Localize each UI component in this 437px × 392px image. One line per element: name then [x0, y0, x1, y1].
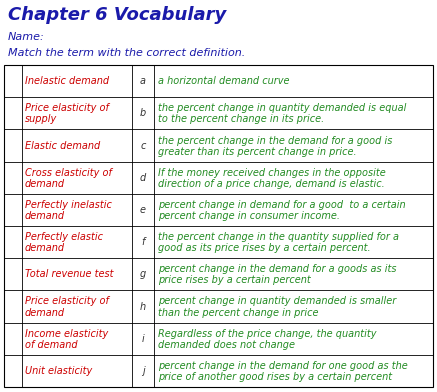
Text: percent change in the demand for a goods as its: percent change in the demand for a goods…: [158, 264, 396, 274]
Text: i: i: [142, 334, 144, 344]
Bar: [4, 65, 433, 387]
Text: percent change in the demand for one good as the: percent change in the demand for one goo…: [158, 361, 408, 371]
Text: demanded does not change: demanded does not change: [158, 340, 295, 350]
Text: Elastic demand: Elastic demand: [25, 140, 100, 151]
Text: a: a: [140, 76, 146, 86]
Text: Match the term with the correct definition.: Match the term with the correct definiti…: [8, 48, 245, 58]
Text: to the percent change in its price.: to the percent change in its price.: [158, 114, 324, 124]
Text: e: e: [140, 205, 146, 215]
Text: Perfectly inelastic: Perfectly inelastic: [25, 200, 112, 210]
Text: percent change in consumer income.: percent change in consumer income.: [158, 211, 340, 221]
Text: Chapter 6 Vocabulary: Chapter 6 Vocabulary: [8, 6, 226, 24]
Text: If the money received changes in the opposite: If the money received changes in the opp…: [158, 168, 386, 178]
Text: f: f: [141, 237, 145, 247]
Text: direction of a price change, demand is elastic.: direction of a price change, demand is e…: [158, 179, 385, 189]
Text: greater than its percent change in price.: greater than its percent change in price…: [158, 147, 357, 156]
Text: d: d: [140, 173, 146, 183]
Text: Unit elasticity: Unit elasticity: [25, 366, 92, 376]
Text: h: h: [140, 301, 146, 312]
Text: Regardless of the price change, the quantity: Regardless of the price change, the quan…: [158, 329, 377, 339]
Text: than the percent change in price: than the percent change in price: [158, 307, 319, 318]
Text: good as its price rises by a certain percent.: good as its price rises by a certain per…: [158, 243, 371, 253]
Text: price of another good rises by a certain percent: price of another good rises by a certain…: [158, 372, 392, 382]
Text: j: j: [142, 366, 144, 376]
Text: the percent change in the quantity supplied for a: the percent change in the quantity suppl…: [158, 232, 399, 242]
Text: Income elasticity: Income elasticity: [25, 329, 108, 339]
Text: Name:: Name:: [8, 32, 45, 42]
Text: a horizontal demand curve: a horizontal demand curve: [158, 76, 289, 86]
Text: percent change in demand for a good  to a certain: percent change in demand for a good to a…: [158, 200, 406, 210]
Text: Inelastic demand: Inelastic demand: [25, 76, 109, 86]
Text: percent change in quantity demanded is smaller: percent change in quantity demanded is s…: [158, 296, 396, 307]
Text: Price elasticity of: Price elasticity of: [25, 296, 109, 307]
Text: demand: demand: [25, 211, 65, 221]
Text: supply: supply: [25, 114, 57, 124]
Text: b: b: [140, 108, 146, 118]
Text: c: c: [140, 140, 146, 151]
Text: Perfectly elastic: Perfectly elastic: [25, 232, 103, 242]
Text: demand: demand: [25, 307, 65, 318]
Text: the percent change in the demand for a good is: the percent change in the demand for a g…: [158, 136, 392, 145]
Text: the percent change in quantity demanded is equal: the percent change in quantity demanded …: [158, 103, 406, 113]
Text: price rises by a certain percent: price rises by a certain percent: [158, 275, 311, 285]
Text: of demand: of demand: [25, 340, 78, 350]
Text: demand: demand: [25, 179, 65, 189]
Text: Cross elasticity of: Cross elasticity of: [25, 168, 112, 178]
Text: g: g: [140, 269, 146, 279]
Text: Total revenue test: Total revenue test: [25, 269, 114, 279]
Text: demand: demand: [25, 243, 65, 253]
Text: Price elasticity of: Price elasticity of: [25, 103, 109, 113]
